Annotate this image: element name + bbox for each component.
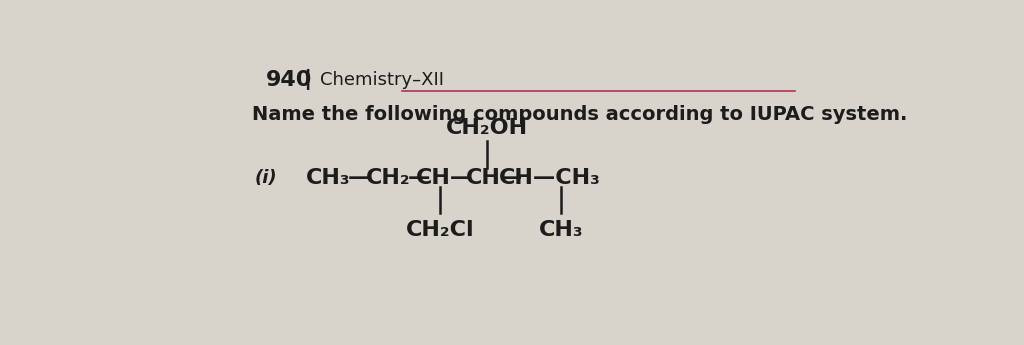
Text: CH—: CH— bbox=[466, 168, 523, 188]
Text: CH₂Cl: CH₂Cl bbox=[406, 220, 475, 240]
Text: Chemistry–XII: Chemistry–XII bbox=[321, 71, 444, 89]
Text: CH₂: CH₂ bbox=[367, 168, 411, 188]
Text: Name the following compounds according to IUPAC system.: Name the following compounds according t… bbox=[252, 105, 907, 124]
Text: (i): (i) bbox=[254, 169, 276, 187]
Text: |: | bbox=[303, 69, 311, 90]
Text: —: — bbox=[409, 168, 430, 188]
Text: CH—: CH— bbox=[416, 168, 473, 188]
Text: —: — bbox=[348, 168, 370, 188]
Text: CH₂OH: CH₂OH bbox=[445, 118, 528, 138]
Text: CH₃: CH₃ bbox=[305, 168, 350, 188]
Text: 940: 940 bbox=[266, 70, 312, 90]
Text: CH₃: CH₃ bbox=[539, 220, 584, 240]
Text: CH—CH₃: CH—CH₃ bbox=[499, 168, 600, 188]
